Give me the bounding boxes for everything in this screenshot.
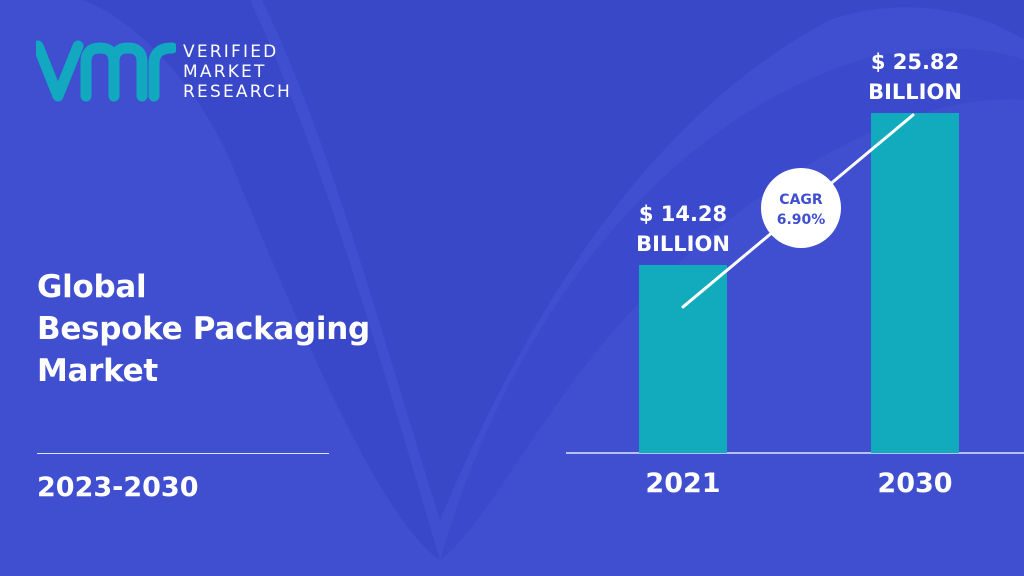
cagr-label-line-2: 6.90% (777, 212, 826, 228)
forecast-period: 2023-2030 (37, 472, 199, 503)
brand-line-2: MARKET (183, 62, 267, 82)
brand-line-3: RESEARCH (183, 82, 292, 102)
bar-2021 (639, 264, 727, 453)
brand-line-1: VERIFIED (183, 42, 279, 62)
data-label-2030-line-1: $ 25.82 (871, 50, 959, 74)
brand-logo: VERIFIED MARKET RESEARCH (36, 40, 326, 104)
brand-name: VERIFIED MARKET RESEARCH (183, 42, 292, 102)
title-line-3: Market (37, 353, 158, 389)
data-label-2021-line-1: $ 14.28 (639, 202, 727, 226)
vmr-logo-icon (36, 40, 176, 102)
title-line-1: Global (37, 269, 147, 305)
cagr-badge (761, 167, 841, 248)
title-line-2: Bespoke Packaging (37, 311, 370, 347)
x-tick-label-2030: 2030 (877, 468, 952, 499)
bar-2030 (871, 113, 959, 453)
report-title: Global Bespoke Packaging Market (37, 266, 417, 392)
data-label-2030-line-2: BILLION (868, 80, 962, 104)
data-label-2021-line-2: BILLION (636, 232, 730, 256)
x-tick-label-2021: 2021 (645, 468, 720, 499)
title-divider (37, 453, 329, 454)
cagr-label-line-1: CAGR (779, 192, 823, 208)
